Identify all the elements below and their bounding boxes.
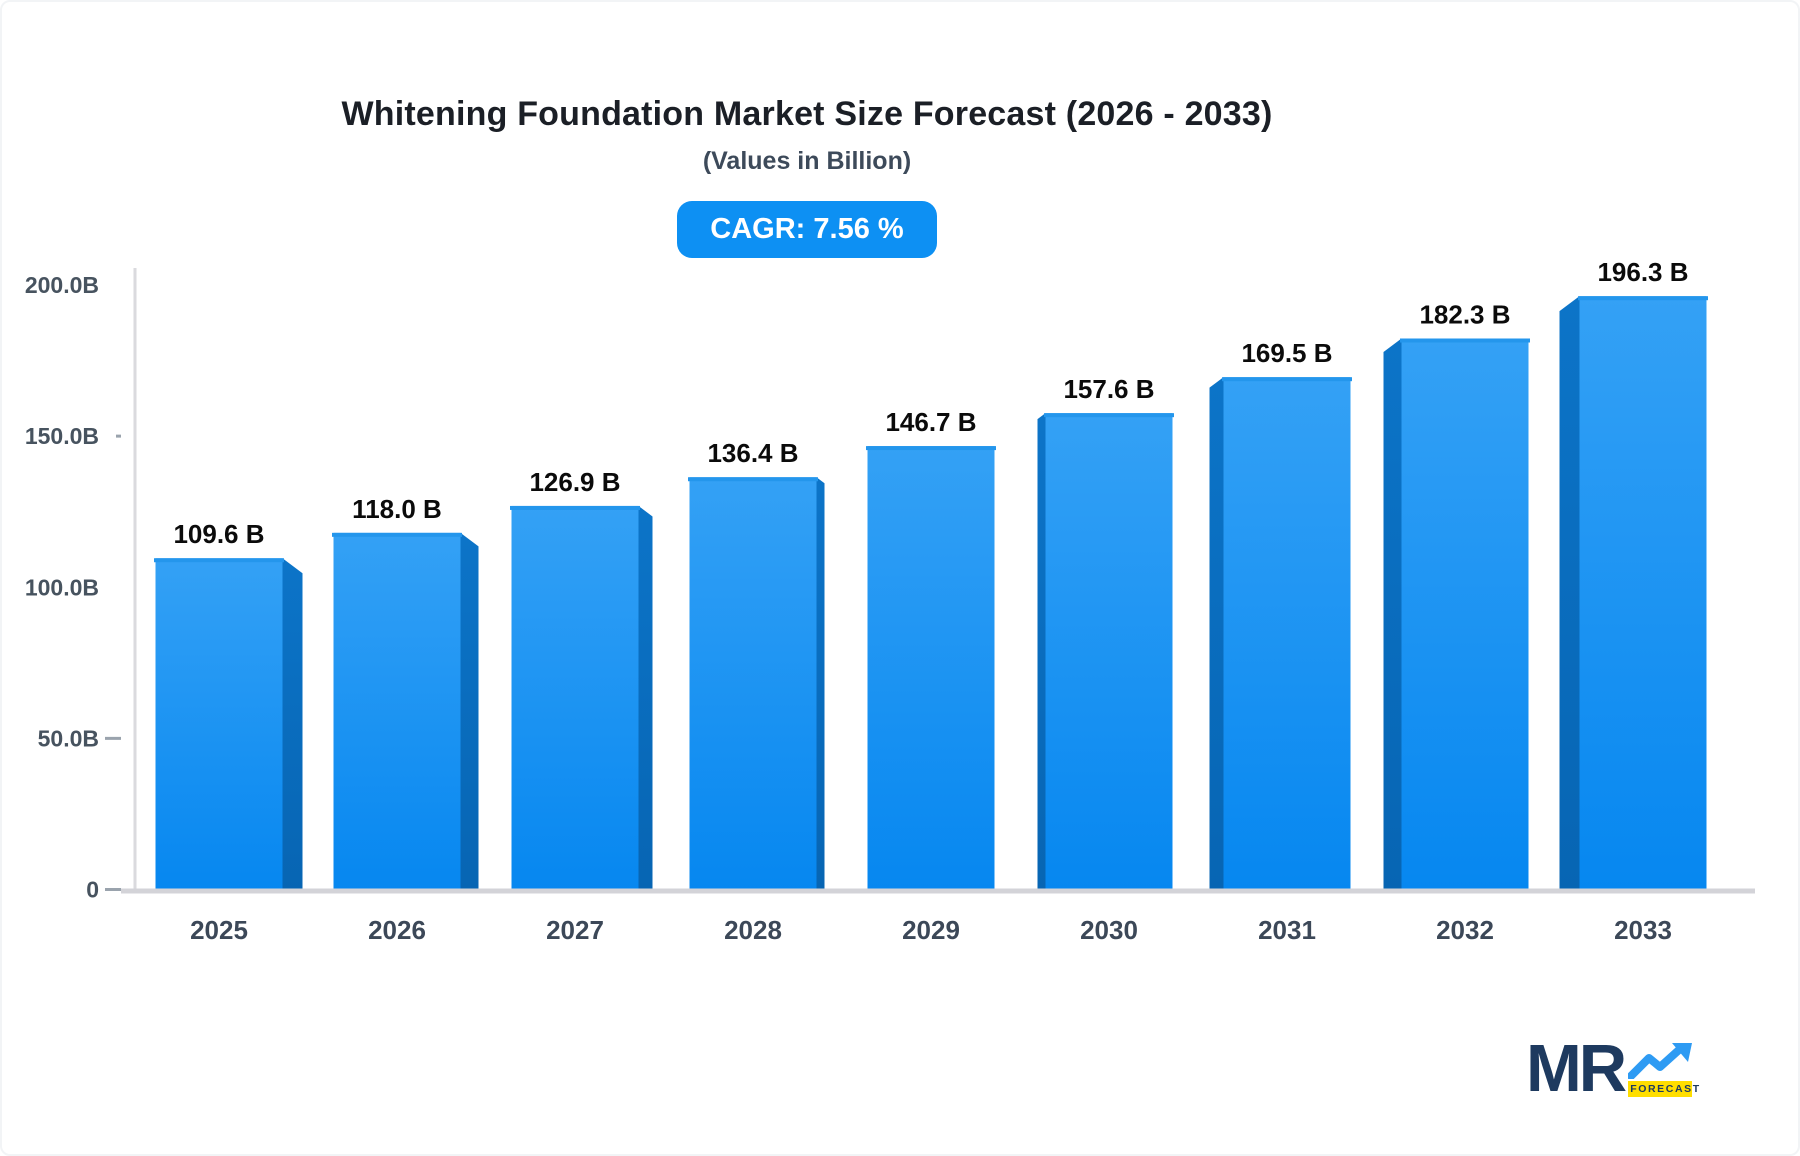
bar-side-face	[1383, 338, 1402, 892]
bar-side-face	[816, 477, 825, 892]
bar-side-face	[460, 532, 479, 892]
bar-top-edge	[510, 505, 640, 510]
bar-top-edge	[332, 532, 462, 537]
bar-value-label: 109.6 B	[173, 519, 264, 549]
x-axis-label: 2030	[1080, 915, 1138, 945]
bar-top-edge	[1578, 296, 1708, 301]
bar-side-face	[1209, 377, 1224, 892]
trending-up-arrow-icon	[1628, 1042, 1693, 1079]
logo-forecast-banner: FORECAST	[1628, 1080, 1699, 1097]
bar-side-face	[1559, 296, 1580, 892]
x-axis-label: 2025	[190, 915, 248, 945]
y-axis-label: 0	[86, 877, 99, 903]
page-title: Whitening Foundation Market Size Forecas…	[341, 95, 1273, 133]
bar-side-face	[282, 558, 303, 892]
bar-2031: 169.5 B 2031	[1209, 338, 1352, 945]
chart-subtitle: (Values in Billion)	[702, 147, 912, 176]
bar-value-label: 157.6 B	[1063, 374, 1154, 404]
logo-mr-text: MR	[1526, 1031, 1627, 1106]
bar-2030: 157.6 B 2030	[1037, 374, 1174, 945]
bar-front-face	[867, 446, 995, 892]
bar-2033: 196.3 B 2033	[1559, 257, 1708, 945]
x-axis-label: 2031	[1258, 915, 1316, 945]
logo-right-block: FORECAST	[1628, 1042, 1699, 1097]
bar-2028: 136.4 B 2028	[688, 438, 825, 945]
bar-top-edge	[1044, 413, 1174, 418]
bar-2029: 146.7 B 2029	[866, 407, 996, 945]
bar-value-label: 126.9 B	[529, 467, 620, 497]
bar-side-face	[1037, 413, 1046, 892]
bar-value-label: 136.4 B	[707, 438, 798, 468]
bar-2026: 118.0 B 2026	[332, 494, 479, 945]
y-axis-label: 50.0B	[38, 725, 99, 751]
bar-top-edge	[688, 477, 818, 482]
bar-front-face	[511, 505, 639, 892]
bar-2025: 109.6 B 2025	[154, 519, 303, 945]
mr-forecast-logo: MR FORECAST	[1526, 1031, 1699, 1106]
bar-value-label: 118.0 B	[352, 494, 442, 524]
cagr-badge: CAGR: 7.56 %	[677, 201, 937, 259]
bar-top-edge	[1222, 377, 1352, 382]
chart-header: Whitening Foundation Market Size Forecas…	[2, 2, 1612, 259]
bar-top-edge	[154, 558, 284, 563]
bar-front-face	[1579, 296, 1707, 892]
bar-top-edge	[1400, 338, 1530, 343]
x-axis-label: 2026	[368, 915, 426, 945]
bar-top-edge	[866, 446, 996, 451]
bar-side-face	[638, 505, 653, 892]
bar-value-label: 169.5 B	[1241, 338, 1332, 368]
y-axis-label: 150.0B	[25, 423, 99, 449]
x-axis-label: 2033	[1614, 915, 1672, 945]
bar-front-face	[333, 532, 461, 892]
bar-value-label: 196.3 B	[1597, 257, 1688, 287]
bar-front-face	[689, 477, 817, 892]
y-axis-label: 100.0B	[25, 574, 99, 600]
bar-front-face	[1401, 338, 1529, 892]
bar-value-label: 146.7 B	[885, 407, 976, 437]
x-axis-label: 2027	[546, 915, 604, 945]
bar-2032: 182.3 B 2032	[1383, 299, 1530, 945]
bar-front-face	[1223, 377, 1351, 892]
bar-2027: 126.9 B 2027	[510, 467, 653, 945]
bar-front-face	[155, 558, 283, 892]
bar-value-label: 182.3 B	[1419, 299, 1510, 329]
y-axis-label: 200.0B	[25, 272, 99, 298]
x-axis-label: 2029	[902, 915, 960, 945]
x-axis-label: 2032	[1436, 915, 1494, 945]
bar-front-face	[1045, 413, 1173, 892]
x-axis-label: 2028	[724, 915, 782, 945]
